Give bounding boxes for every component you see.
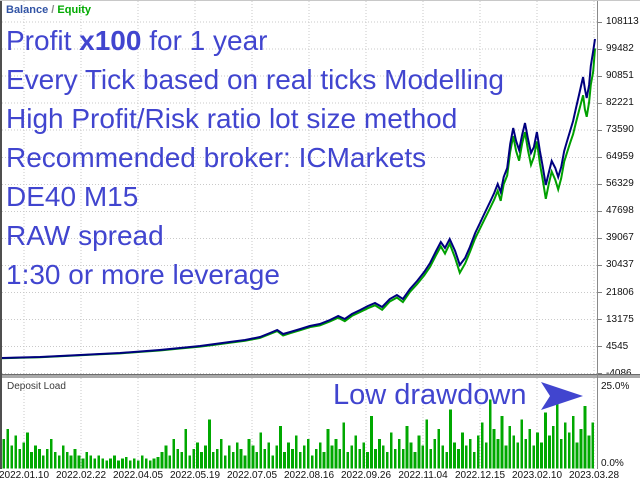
low-drawdown-note: Low drawdown — [333, 379, 584, 412]
y-axis-tick — [598, 102, 602, 104]
y-axis-labels: 108113 99482 90851 82221 73590 64959 56329 4769… — [598, 1, 640, 379]
y-axis-tick — [598, 156, 602, 158]
promo-line-leverage: 1:30 or more leverage — [6, 259, 280, 290]
y-axis-tick — [598, 210, 602, 212]
date-label: 2022.08.16 — [283, 470, 335, 481]
promo-line-modelling: Every Tick based on real ticks Modelling — [6, 64, 504, 95]
y-axis-tick — [598, 21, 602, 23]
y-axis-label: 56329 — [606, 178, 634, 190]
y-axis-label: 4545 — [606, 340, 629, 352]
legend-separator: / — [51, 4, 55, 16]
y-axis-label: 90851 — [606, 70, 634, 82]
balance-legend-label: Balance — [6, 4, 49, 16]
y-axis-tick — [598, 319, 602, 321]
promo-line-symbol: DE40 M15 — [6, 181, 139, 212]
y-axis-tick — [598, 346, 602, 348]
arrow-right-icon — [541, 381, 584, 410]
plot-right-border — [597, 1, 598, 469]
promo-line-profit: Profit x100 for 1 year — [6, 25, 268, 56]
low-drawdown-label: Low drawdown — [333, 379, 527, 411]
equity-legend-label: Equity — [57, 4, 92, 16]
date-label: 2023.02.10 — [511, 470, 563, 481]
date-label: 2022.12.15 — [454, 470, 506, 481]
y-axis-label: 108113 — [606, 16, 639, 27]
y-axis-tick — [598, 292, 602, 294]
date-axis: 2022.01.10 2022.02.22 2022.04.05 2022.05.19… — [0, 470, 640, 481]
promo-line-broker: Recommended broker: ICMarkets — [6, 142, 427, 173]
deposit-scale-min: 0.0% — [601, 458, 624, 469]
y-axis-tick — [598, 237, 602, 239]
panel-separator — [0, 374, 640, 378]
y-axis-label: 47698 — [606, 205, 634, 217]
deposit-load-chart — [2, 378, 595, 469]
date-label: 2023.03.28 — [568, 470, 620, 481]
y-axis-tick — [598, 264, 602, 266]
y-axis-tick — [598, 75, 602, 77]
y-axis-label: 39067 — [606, 232, 634, 244]
date-label: 2022.02.22 — [55, 470, 107, 481]
date-label: 2022.11.04 — [398, 470, 448, 481]
y-axis-label: 73590 — [606, 124, 634, 136]
promo-line-lot-method: High Profit/Risk ratio lot size method — [6, 103, 458, 134]
date-label: 2022.09.26 — [340, 470, 392, 481]
promo-text-block: Profit x100 for 1 year Every Tick based … — [6, 21, 504, 294]
deposit-load-title: Deposit Load — [7, 381, 66, 392]
date-label: 2022.05.19 — [169, 470, 221, 481]
y-axis-tick — [598, 373, 602, 375]
y-axis-label: 82221 — [606, 97, 634, 109]
promo-line-spread: RAW spread — [6, 220, 164, 251]
y-axis-label: 30437 — [606, 259, 634, 271]
y-axis-label: -4086 — [606, 368, 632, 379]
y-axis-tick — [598, 48, 602, 50]
date-label: 2022.07.05 — [226, 470, 278, 481]
chart-legend: Balance / Equity — [6, 4, 91, 16]
y-axis-label: 21806 — [606, 286, 634, 298]
y-axis-label: 13175 — [606, 313, 634, 325]
y-axis-label: 99482 — [606, 43, 634, 55]
date-label: 2022.04.05 — [112, 470, 164, 481]
deposit-scale-max: 25.0% — [601, 381, 630, 392]
balance-equity-chart — [1, 1, 597, 376]
y-axis-tick — [598, 183, 602, 185]
profit-multiplier: x100 — [79, 25, 142, 56]
date-label: 2022.01.10 — [0, 470, 50, 481]
y-axis-tick — [598, 129, 602, 131]
chart-left-border — [0, 1, 2, 469]
y-axis-label: 64959 — [606, 151, 634, 163]
